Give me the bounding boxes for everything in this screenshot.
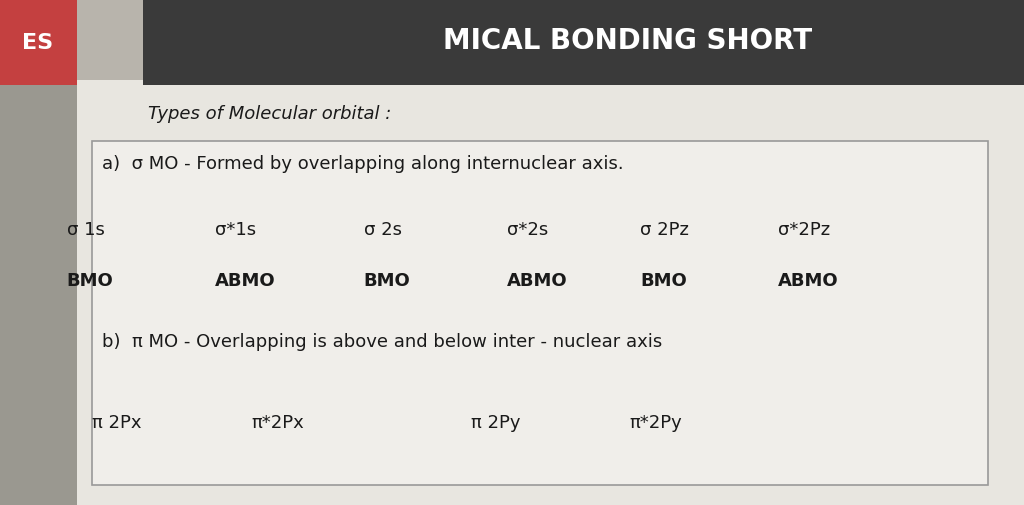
Text: MICAL BONDING SHORT: MICAL BONDING SHORT bbox=[443, 27, 812, 55]
FancyBboxPatch shape bbox=[77, 81, 1024, 505]
FancyBboxPatch shape bbox=[0, 0, 77, 86]
Text: σ*2Pz: σ*2Pz bbox=[778, 221, 830, 239]
Text: ABMO: ABMO bbox=[215, 271, 275, 289]
Text: σ 1s: σ 1s bbox=[67, 221, 104, 239]
Text: π 2Py: π 2Py bbox=[471, 413, 520, 431]
FancyBboxPatch shape bbox=[92, 141, 988, 485]
Text: π 2Px: π 2Px bbox=[92, 413, 141, 431]
Text: σ 2s: σ 2s bbox=[364, 221, 401, 239]
FancyBboxPatch shape bbox=[143, 0, 1024, 86]
Text: BMO: BMO bbox=[640, 271, 687, 289]
Text: σ 2Pz: σ 2Pz bbox=[640, 221, 689, 239]
Text: σ*1s: σ*1s bbox=[215, 221, 256, 239]
Text: a)  σ MO - Formed by overlapping along internuclear axis.: a) σ MO - Formed by overlapping along in… bbox=[102, 155, 624, 173]
Text: BMO: BMO bbox=[67, 271, 114, 289]
Text: Types of Molecular orbital :: Types of Molecular orbital : bbox=[148, 105, 392, 123]
Text: π*2Px: π*2Px bbox=[251, 413, 304, 431]
FancyBboxPatch shape bbox=[0, 81, 1024, 505]
Text: b)  π MO - Overlapping is above and below inter - nuclear axis: b) π MO - Overlapping is above and below… bbox=[102, 332, 663, 350]
Text: π*2Py: π*2Py bbox=[630, 413, 683, 431]
FancyBboxPatch shape bbox=[0, 81, 77, 505]
Text: ABMO: ABMO bbox=[778, 271, 839, 289]
Text: σ*2s: σ*2s bbox=[507, 221, 548, 239]
Text: BMO: BMO bbox=[364, 271, 411, 289]
Text: ES: ES bbox=[23, 33, 53, 53]
Text: ABMO: ABMO bbox=[507, 271, 567, 289]
